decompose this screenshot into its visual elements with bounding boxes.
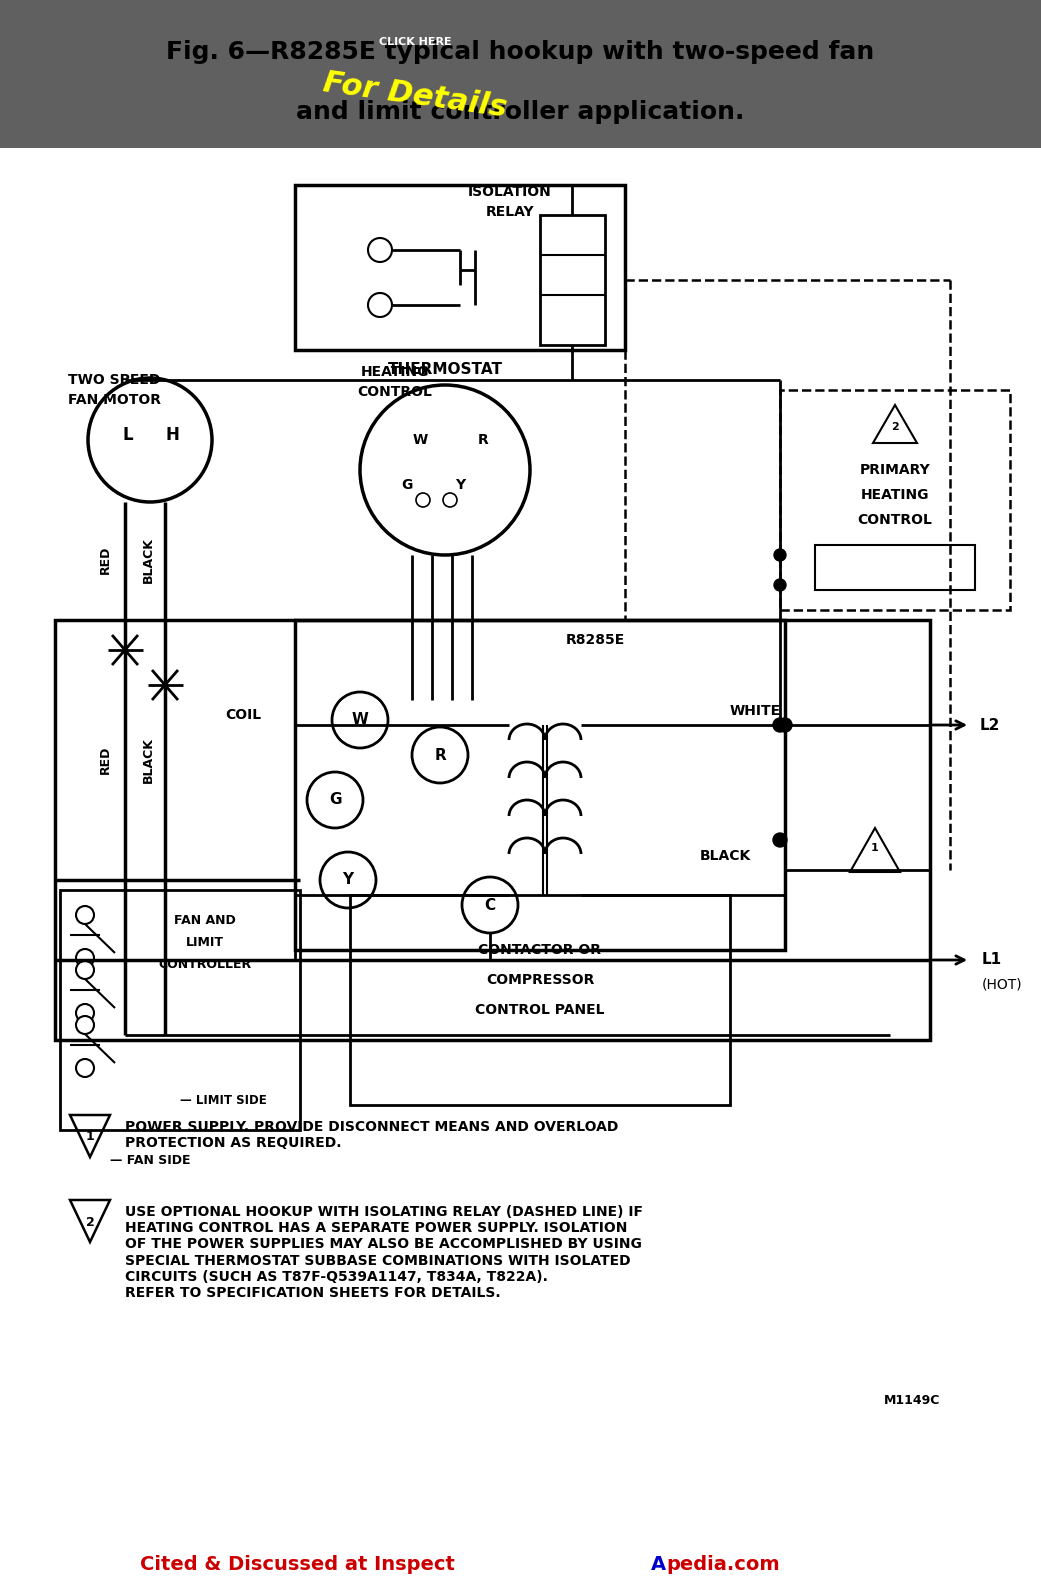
Text: FAN AND: FAN AND xyxy=(174,913,236,927)
Text: pedia.com: pedia.com xyxy=(666,1556,780,1575)
Circle shape xyxy=(773,833,787,847)
FancyBboxPatch shape xyxy=(0,148,1041,1596)
Text: R8285E: R8285E xyxy=(565,634,625,646)
Text: W: W xyxy=(352,712,369,728)
Circle shape xyxy=(320,852,376,908)
Circle shape xyxy=(76,1004,94,1021)
Text: For Details: For Details xyxy=(321,67,509,123)
Text: 2: 2 xyxy=(891,421,898,433)
Circle shape xyxy=(360,385,530,555)
FancyBboxPatch shape xyxy=(0,0,1041,148)
Text: BLACK: BLACK xyxy=(142,538,154,583)
Circle shape xyxy=(76,907,94,924)
Circle shape xyxy=(775,579,786,591)
Text: RELAY: RELAY xyxy=(486,204,534,219)
Text: COMPRESSOR: COMPRESSOR xyxy=(486,974,594,986)
Text: Y: Y xyxy=(342,873,354,887)
Text: POWER SUPPLY. PROVIDE DISCONNECT MEANS AND OVERLOAD
PROTECTION AS REQUIRED.: POWER SUPPLY. PROVIDE DISCONNECT MEANS A… xyxy=(125,1120,618,1151)
Text: 1: 1 xyxy=(871,843,879,852)
Text: L1: L1 xyxy=(982,953,1002,967)
Text: CLICK HERE: CLICK HERE xyxy=(379,37,452,46)
Circle shape xyxy=(462,876,518,934)
Text: THERMOSTAT: THERMOSTAT xyxy=(387,362,503,378)
Text: G: G xyxy=(329,793,341,808)
Circle shape xyxy=(416,493,430,508)
Text: Y: Y xyxy=(455,477,465,492)
Text: M1149C: M1149C xyxy=(884,1393,940,1406)
Text: RED: RED xyxy=(99,745,111,774)
Text: BLACK: BLACK xyxy=(142,737,154,784)
Text: C: C xyxy=(484,897,496,913)
Circle shape xyxy=(369,294,392,318)
Text: W: W xyxy=(412,433,428,447)
Text: USE OPTIONAL HOOKUP WITH ISOLATING RELAY (DASHED LINE) IF
HEATING CONTROL HAS A : USE OPTIONAL HOOKUP WITH ISOLATING RELAY… xyxy=(125,1205,643,1301)
Text: LIMIT: LIMIT xyxy=(186,935,224,948)
Text: FAN MOTOR: FAN MOTOR xyxy=(68,393,161,407)
Circle shape xyxy=(443,493,457,508)
Circle shape xyxy=(773,718,787,733)
Text: L2: L2 xyxy=(980,718,1000,733)
Text: G: G xyxy=(402,477,412,492)
Circle shape xyxy=(778,718,792,733)
Text: WHITE: WHITE xyxy=(730,704,781,718)
Text: CONTROL: CONTROL xyxy=(357,385,432,399)
Text: TWO SPEED: TWO SPEED xyxy=(68,373,160,386)
Circle shape xyxy=(307,772,363,828)
Text: L: L xyxy=(123,426,133,444)
Text: CONTROL: CONTROL xyxy=(858,512,933,527)
Circle shape xyxy=(369,238,392,262)
Text: Cited & Discussed at Inspect: Cited & Discussed at Inspect xyxy=(139,1556,455,1575)
Circle shape xyxy=(775,549,786,562)
Text: (HOT): (HOT) xyxy=(982,978,1022,993)
Text: CONTROL PANEL: CONTROL PANEL xyxy=(476,1002,605,1017)
Text: CONTACTOR OR: CONTACTOR OR xyxy=(479,943,602,958)
Circle shape xyxy=(76,961,94,978)
Circle shape xyxy=(332,693,388,749)
Text: — LIMIT SIDE: — LIMIT SIDE xyxy=(180,1093,266,1106)
Text: 2: 2 xyxy=(85,1216,95,1229)
Text: ISOLATION: ISOLATION xyxy=(468,185,552,200)
Text: A: A xyxy=(651,1556,666,1575)
Text: — FAN SIDE: — FAN SIDE xyxy=(110,1154,191,1167)
Text: HEATING: HEATING xyxy=(361,365,429,378)
Text: and limit controller application.: and limit controller application. xyxy=(296,101,744,124)
Text: R: R xyxy=(434,747,446,763)
Text: BLACK: BLACK xyxy=(700,849,752,863)
Text: RED: RED xyxy=(99,546,111,575)
Text: 1: 1 xyxy=(85,1130,95,1143)
Text: H: H xyxy=(166,426,179,444)
Text: PRIMARY: PRIMARY xyxy=(860,463,931,477)
Circle shape xyxy=(76,1060,94,1077)
Circle shape xyxy=(88,378,212,503)
Circle shape xyxy=(412,728,468,784)
Text: R: R xyxy=(478,433,488,447)
Text: CONTROLLER: CONTROLLER xyxy=(158,958,252,970)
Text: COIL: COIL xyxy=(225,709,261,721)
Circle shape xyxy=(76,1017,94,1034)
Text: HEATING: HEATING xyxy=(861,488,930,503)
Circle shape xyxy=(76,950,94,967)
Text: Fig. 6—R8285E typical hookup with two-speed fan: Fig. 6—R8285E typical hookup with two-sp… xyxy=(166,40,874,64)
